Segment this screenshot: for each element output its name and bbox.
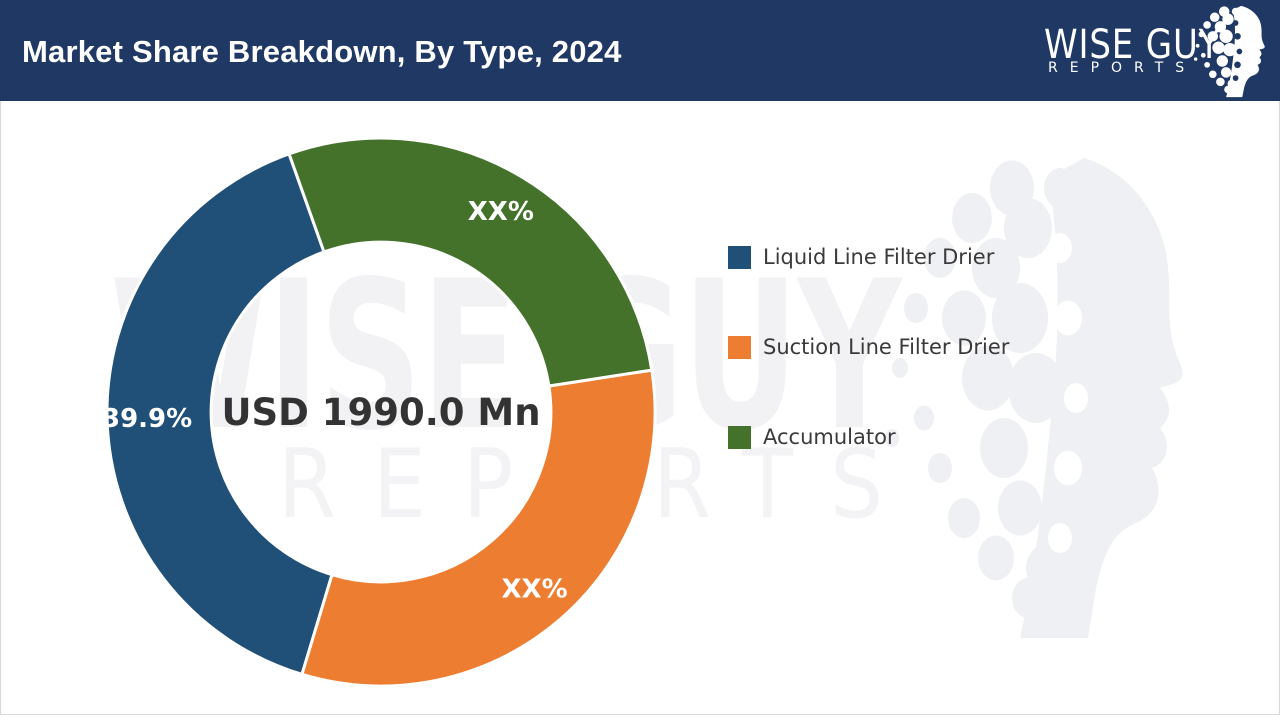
legend-item-accumulator: Accumulator <box>728 424 1009 450</box>
legend-swatch-green <box>728 425 751 449</box>
segment-percent-label: 39.9% <box>104 404 192 434</box>
donut-chart: 39.9% XX% XX% <box>102 135 658 689</box>
segment-percent-label: XX% <box>502 575 568 605</box>
legend-item-liquid-line-filter-drier: Liquid Line Filter Drier <box>728 244 1009 270</box>
logo-face-icon <box>1193 5 1265 98</box>
donut-segment <box>287 136 654 388</box>
legend-label: Suction Line Filter Drier <box>763 335 1010 359</box>
logo-reports-text: REPORTS <box>1048 60 1197 76</box>
donut-segment <box>300 368 657 688</box>
legend-label: Liquid Line Filter Drier <box>763 245 995 269</box>
segment-percent-label: XX% <box>468 197 534 227</box>
donut-segment <box>105 151 334 677</box>
legend-label: Accumulator <box>763 425 896 449</box>
chart-center-value: USD 1990.0 Mn <box>221 391 541 434</box>
watermark-face-logo-icon <box>884 158 1183 638</box>
legend-swatch-blue <box>728 245 751 269</box>
header-band: Market Share Breakdown, By Type, 2024 WI… <box>0 0 1280 101</box>
legend-swatch-orange <box>728 335 751 359</box>
chart-legend: Liquid Line Filter Drier Suction Line Fi… <box>728 244 1009 514</box>
page-title: Market Share Breakdown, By Type, 2024 <box>22 34 622 69</box>
legend-item-suction-line-filter-drier: Suction Line Filter Drier <box>728 334 1009 360</box>
logo-wordmark: WISE GUY <box>1044 22 1221 68</box>
